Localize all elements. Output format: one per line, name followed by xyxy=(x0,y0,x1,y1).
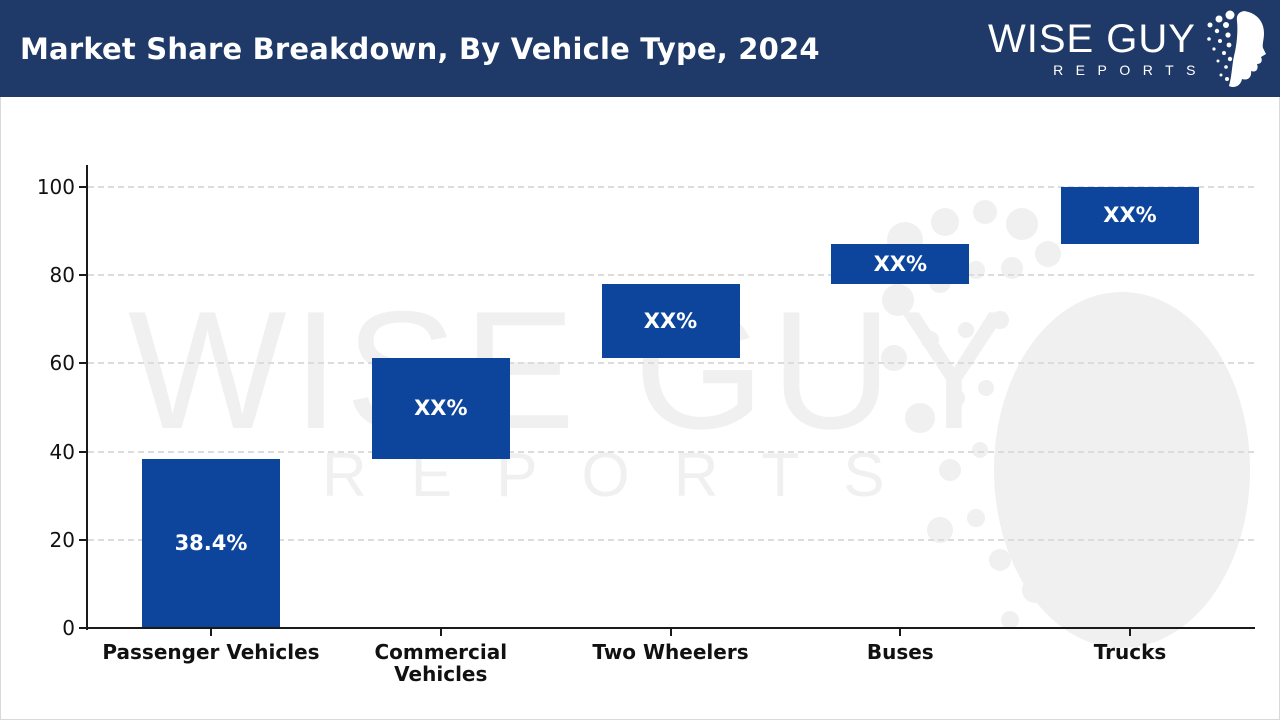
watermark-wordmark: WISE GUY xyxy=(128,276,1017,464)
x-tick-mark xyxy=(899,629,902,636)
y-tick-mark xyxy=(79,274,87,277)
bar: XX% xyxy=(371,358,510,459)
header-bar: Market Share Breakdown, By Vehicle Type,… xyxy=(0,0,1280,97)
gridline xyxy=(88,362,1254,365)
x-tick-mark xyxy=(210,629,212,636)
x-tick-label: Buses xyxy=(866,640,934,664)
y-tick-mark xyxy=(79,538,87,541)
bar-value-label: XX% xyxy=(873,251,928,276)
y-tick-label: 20 xyxy=(49,527,75,552)
x-tick-label: Commercial Vehicles xyxy=(374,640,508,686)
logo-subtitle: REPORTS xyxy=(1053,62,1208,78)
y-tick-mark xyxy=(79,362,87,365)
bar-value-label: XX% xyxy=(414,396,468,421)
y-tick-mark xyxy=(79,450,87,453)
y-axis-line xyxy=(86,165,88,630)
gridline xyxy=(88,274,1254,277)
y-tick-label: 40 xyxy=(49,439,75,464)
bar: 38.4% xyxy=(142,458,280,628)
bar-value-label: 38.4% xyxy=(174,531,248,556)
bar-value-label: XX% xyxy=(1103,203,1157,228)
bar-value-label: XX% xyxy=(643,309,698,334)
gridline xyxy=(88,538,1254,541)
chart-title: Market Share Breakdown, By Vehicle Type,… xyxy=(20,31,820,66)
bar: XX% xyxy=(601,284,740,359)
gridline xyxy=(88,450,1254,453)
logo-head-icon xyxy=(1207,10,1266,87)
y-tick-label: 80 xyxy=(49,263,75,288)
logo-text: WISE GUY REPORTS xyxy=(988,19,1196,78)
x-tick-label: Trucks xyxy=(1093,640,1167,664)
x-tick-mark xyxy=(1129,629,1131,636)
x-tick-mark xyxy=(669,629,672,636)
y-tick-label: 100 xyxy=(36,175,75,199)
y-tick-mark xyxy=(79,627,87,629)
wise-guy-logo: WISE GUY REPORTS xyxy=(988,9,1266,89)
x-tick-label: Passenger Vehicles xyxy=(102,640,320,664)
bar: XX% xyxy=(1061,187,1199,244)
y-tick-label: 60 xyxy=(49,351,75,376)
x-tick-mark xyxy=(439,629,442,636)
logo-wordmark: WISE GUY xyxy=(987,17,1196,61)
y-tick-label: 0 xyxy=(62,616,75,640)
x-axis-line xyxy=(86,627,1255,629)
y-tick-mark xyxy=(79,186,87,188)
bar: XX% xyxy=(831,243,970,284)
gridline xyxy=(88,186,1254,188)
x-tick-label: Two Wheelers xyxy=(592,640,749,664)
